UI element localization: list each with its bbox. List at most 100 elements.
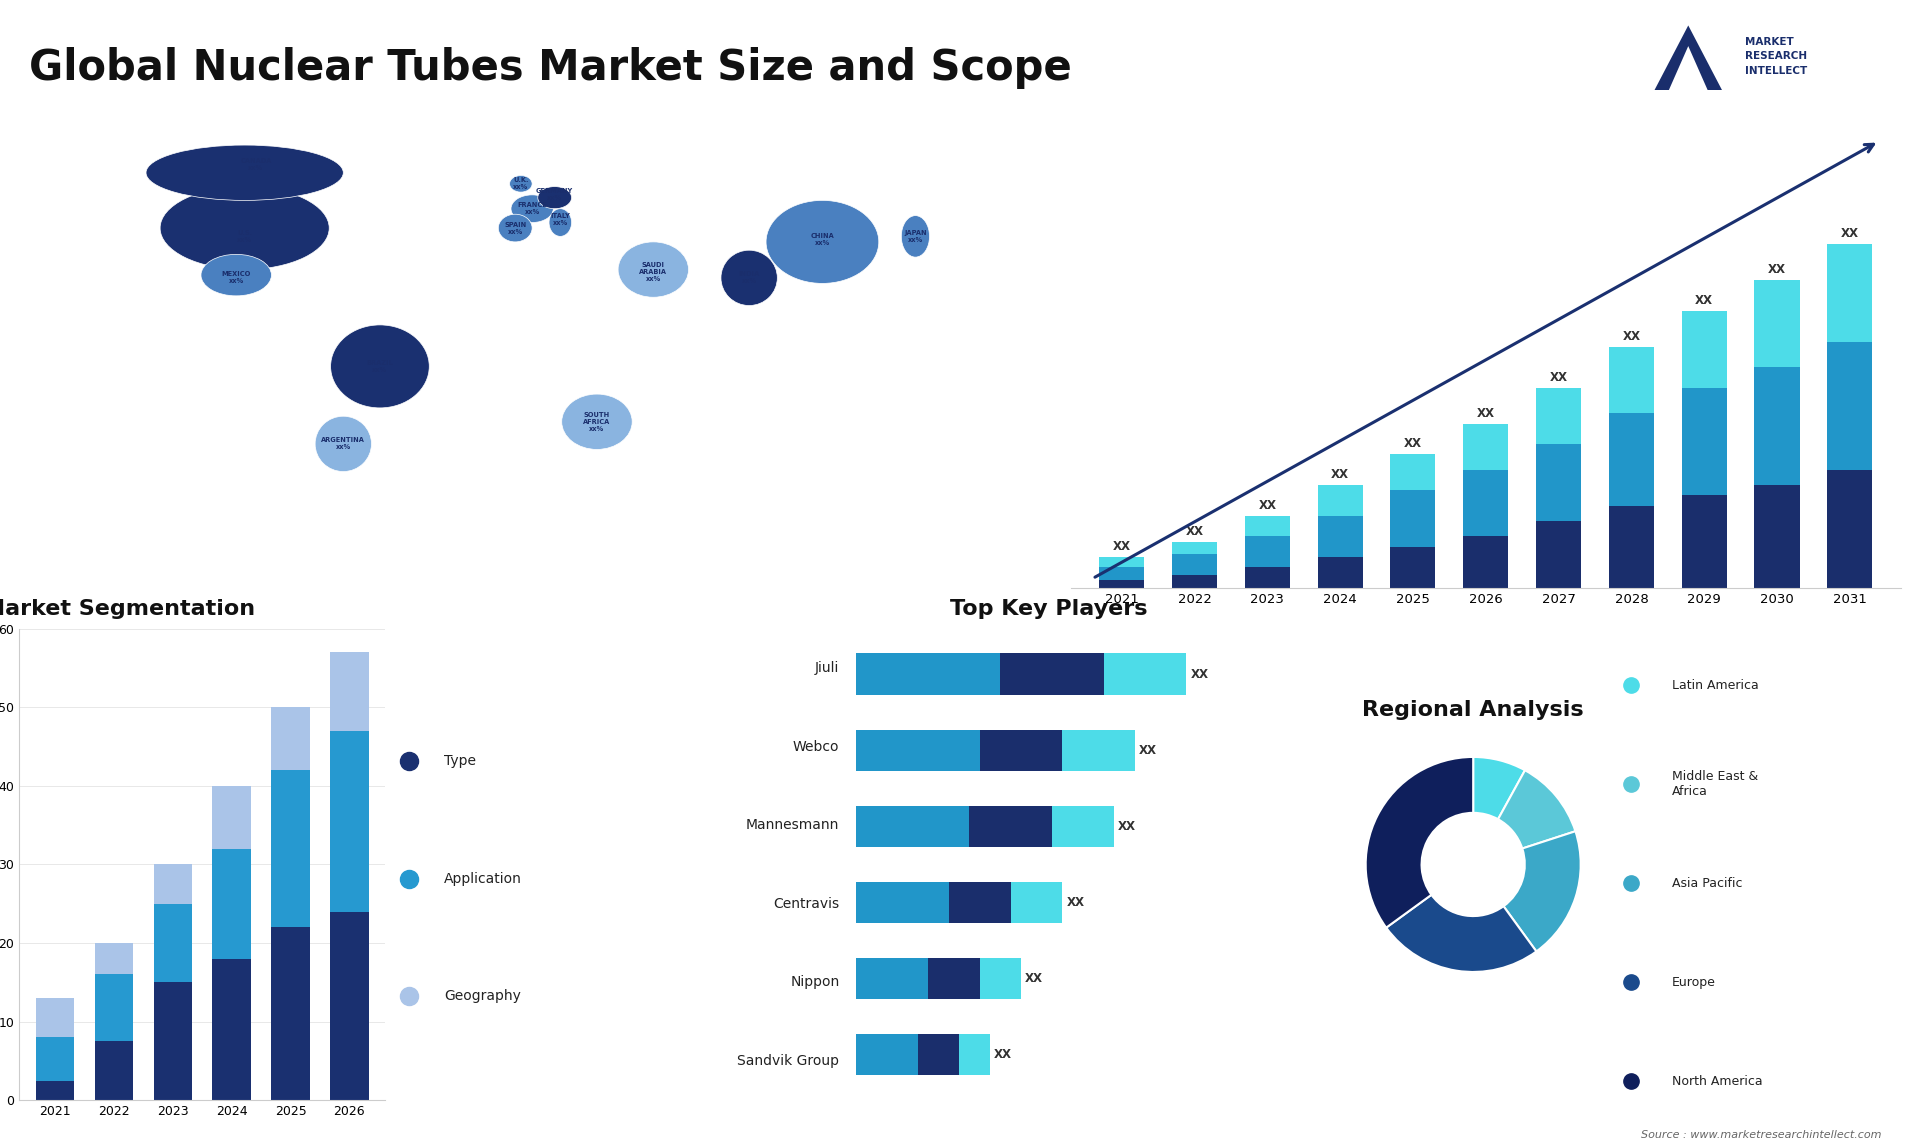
Ellipse shape bbox=[511, 195, 553, 222]
Ellipse shape bbox=[720, 250, 778, 306]
Ellipse shape bbox=[330, 325, 430, 408]
Bar bbox=[856, 730, 979, 771]
Text: SAUDI
ARABIA
xx%: SAUDI ARABIA xx% bbox=[639, 262, 668, 282]
Bar bbox=[1536, 387, 1582, 445]
Polygon shape bbox=[1647, 25, 1730, 104]
Ellipse shape bbox=[159, 187, 328, 269]
Text: CANADA
xx%: CANADA xx% bbox=[240, 158, 271, 171]
Text: BRAZIL
xx%: BRAZIL xx% bbox=[367, 360, 394, 372]
Ellipse shape bbox=[315, 416, 371, 471]
Text: GERMANY
xx%: GERMANY xx% bbox=[536, 188, 574, 202]
Wedge shape bbox=[1473, 758, 1524, 819]
Bar bbox=[948, 881, 1010, 924]
Bar bbox=[1171, 542, 1217, 555]
Bar bbox=[970, 806, 1052, 847]
Bar bbox=[1317, 485, 1363, 516]
Bar bbox=[856, 653, 1000, 696]
Text: Middle East &
Africa: Middle East & Africa bbox=[1672, 770, 1759, 799]
Circle shape bbox=[1436, 826, 1511, 902]
Text: North America: North America bbox=[1672, 1075, 1763, 1088]
Bar bbox=[1104, 653, 1187, 696]
Text: XX: XX bbox=[1331, 468, 1350, 481]
Ellipse shape bbox=[202, 254, 271, 296]
Bar bbox=[1463, 536, 1509, 588]
Bar bbox=[1682, 311, 1726, 387]
Bar bbox=[1536, 521, 1582, 588]
Bar bbox=[1244, 567, 1290, 588]
Bar bbox=[36, 1037, 75, 1081]
Bar bbox=[1052, 806, 1114, 847]
Bar bbox=[1828, 470, 1872, 588]
Bar bbox=[1828, 244, 1872, 342]
Bar bbox=[856, 881, 948, 924]
Bar bbox=[94, 943, 132, 974]
Text: INDIA
xx%: INDIA xx% bbox=[739, 272, 760, 284]
Text: XX: XX bbox=[1190, 668, 1208, 681]
Text: XX: XX bbox=[1117, 819, 1137, 833]
Bar bbox=[1609, 414, 1653, 505]
Text: ITALY
xx%: ITALY xx% bbox=[551, 213, 570, 226]
Bar bbox=[856, 1034, 918, 1075]
Bar bbox=[979, 730, 1062, 771]
Bar bbox=[1390, 547, 1436, 588]
Bar bbox=[330, 652, 369, 731]
Ellipse shape bbox=[618, 242, 689, 297]
Text: ARGENTINA
xx%: ARGENTINA xx% bbox=[321, 438, 365, 450]
Bar bbox=[1010, 881, 1062, 924]
Text: Application: Application bbox=[444, 872, 522, 886]
Bar bbox=[271, 927, 309, 1100]
Ellipse shape bbox=[146, 146, 344, 201]
Text: Source : www.marketresearchintellect.com: Source : www.marketresearchintellect.com bbox=[1642, 1130, 1882, 1140]
Bar bbox=[1244, 516, 1290, 536]
Bar bbox=[1098, 567, 1144, 580]
Text: Asia Pacific: Asia Pacific bbox=[1672, 877, 1743, 889]
Bar bbox=[979, 958, 1021, 999]
Wedge shape bbox=[1503, 831, 1580, 951]
Bar bbox=[1609, 505, 1653, 588]
Text: Nippon: Nippon bbox=[791, 975, 839, 989]
Bar bbox=[213, 849, 252, 959]
Bar bbox=[330, 731, 369, 911]
Text: JAPAN
xx%: JAPAN xx% bbox=[904, 230, 927, 243]
Bar bbox=[213, 959, 252, 1100]
Text: XX: XX bbox=[1622, 330, 1640, 343]
Bar bbox=[154, 864, 192, 904]
Bar bbox=[1609, 347, 1653, 414]
Bar bbox=[918, 1034, 958, 1075]
Bar bbox=[213, 786, 252, 849]
Text: Type: Type bbox=[444, 754, 476, 768]
Text: U.K.
xx%: U.K. xx% bbox=[513, 178, 528, 190]
Ellipse shape bbox=[563, 394, 632, 449]
Text: XX: XX bbox=[1841, 227, 1859, 241]
Text: XX: XX bbox=[1066, 896, 1085, 909]
Text: XX: XX bbox=[1139, 744, 1158, 756]
Bar bbox=[154, 982, 192, 1100]
Text: XX: XX bbox=[1768, 264, 1786, 276]
Text: XX: XX bbox=[1114, 540, 1131, 552]
Text: MEXICO
xx%: MEXICO xx% bbox=[221, 272, 252, 284]
Ellipse shape bbox=[766, 201, 879, 283]
Text: U.S.
xx%: U.S. xx% bbox=[236, 230, 252, 243]
Bar bbox=[1244, 536, 1290, 567]
Ellipse shape bbox=[538, 187, 572, 209]
Text: XX: XX bbox=[1695, 293, 1713, 307]
Text: SOUTH
AFRICA
xx%: SOUTH AFRICA xx% bbox=[584, 411, 611, 432]
Text: Mannesmann: Mannesmann bbox=[747, 818, 839, 832]
Bar bbox=[1000, 653, 1104, 696]
Text: Top Key Players: Top Key Players bbox=[950, 599, 1146, 619]
Wedge shape bbox=[1498, 770, 1576, 848]
Title: Regional Analysis: Regional Analysis bbox=[1363, 700, 1584, 720]
Bar bbox=[1536, 445, 1582, 521]
Bar bbox=[856, 806, 970, 847]
Bar bbox=[94, 1042, 132, 1100]
Bar bbox=[927, 958, 979, 999]
Text: XX: XX bbox=[1404, 438, 1423, 450]
Bar bbox=[36, 1081, 75, 1100]
Text: XX: XX bbox=[995, 1049, 1012, 1061]
Ellipse shape bbox=[549, 209, 572, 236]
Bar bbox=[1098, 557, 1144, 567]
Text: CHINA
xx%: CHINA xx% bbox=[810, 233, 835, 245]
Text: XX: XX bbox=[1549, 370, 1567, 384]
Text: SPAIN
xx%: SPAIN xx% bbox=[505, 221, 526, 235]
Bar bbox=[1828, 342, 1872, 470]
